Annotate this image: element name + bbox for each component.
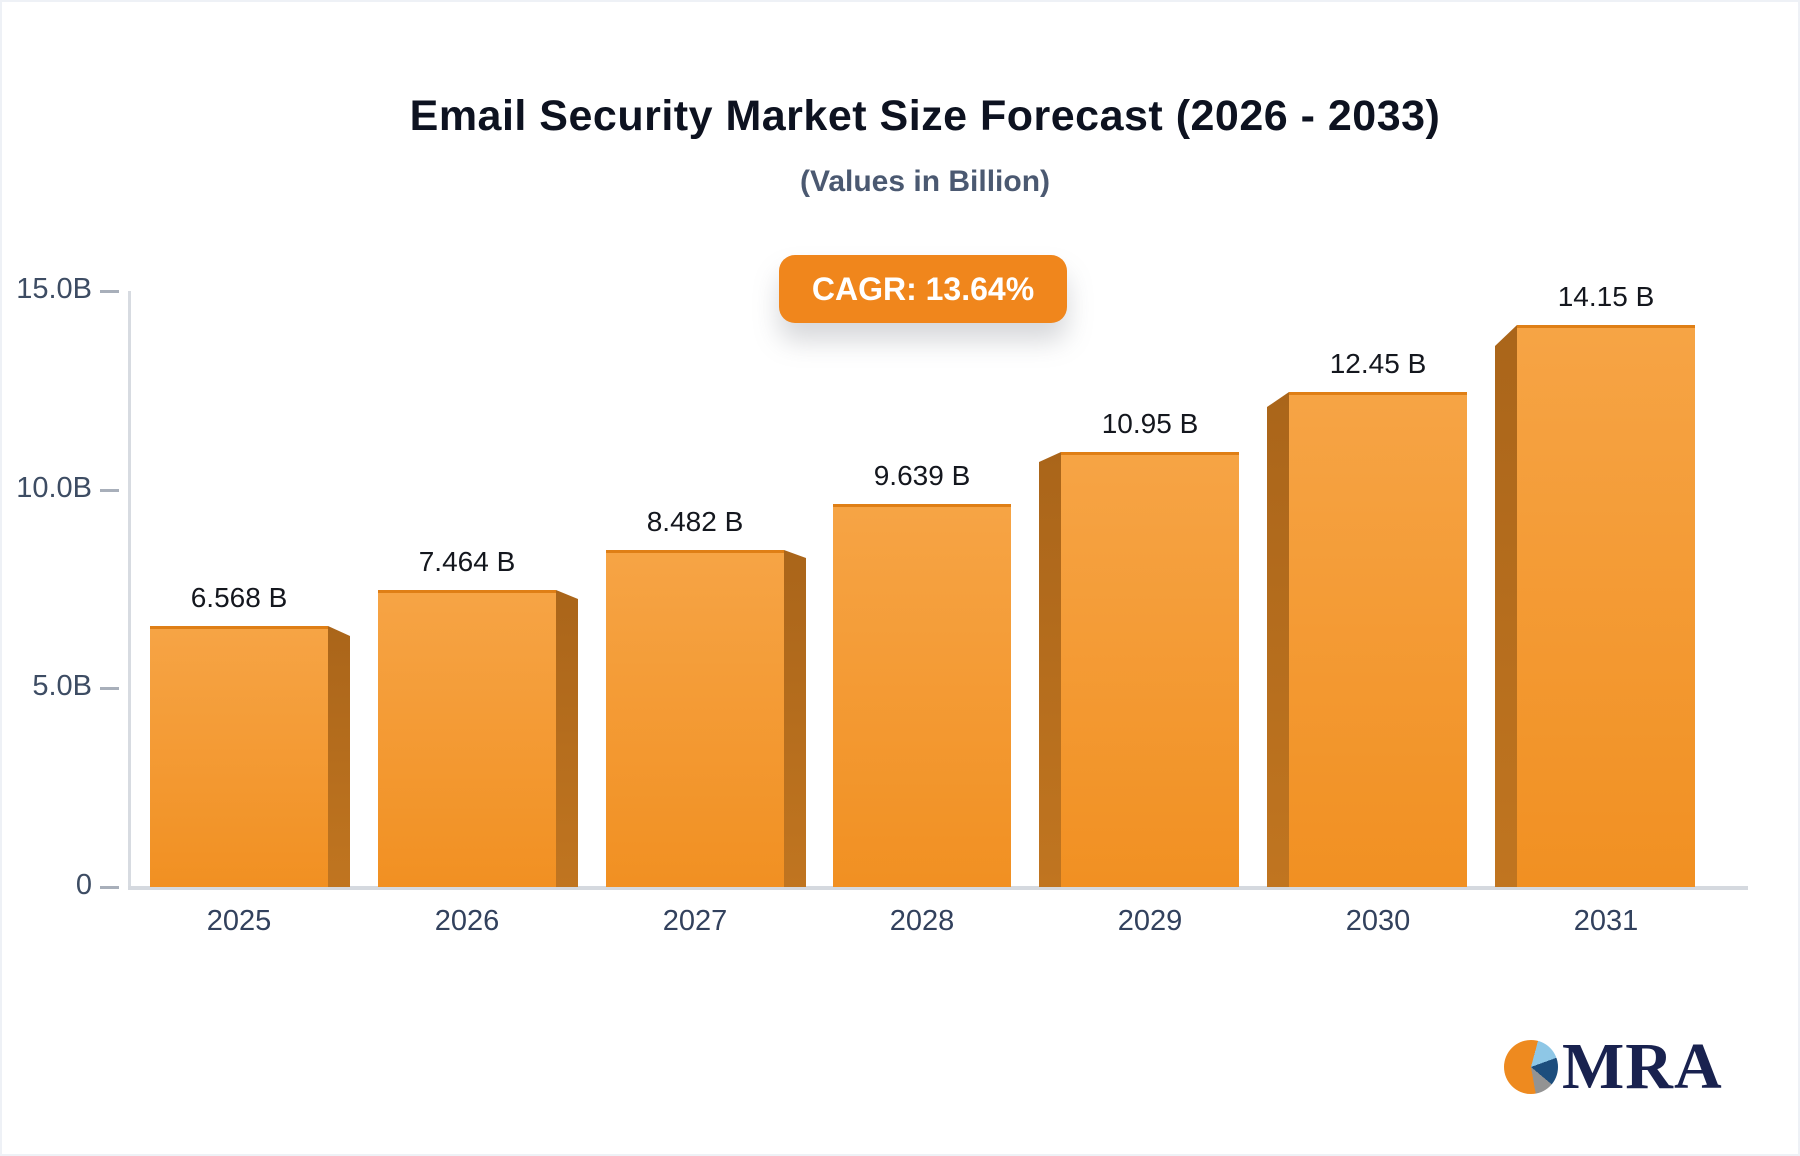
bar-side-2029 [1039, 452, 1061, 887]
brand-logo: MRA [1504, 1030, 1723, 1103]
y-axis-tick-label: 15.0B [16, 273, 92, 305]
bar-face-2030 [1289, 392, 1467, 887]
y-axis-tick-mark [100, 489, 119, 492]
x-axis-line [128, 886, 1748, 890]
x-axis-label-2025: 2025 [206, 905, 272, 937]
bar-face-2027 [606, 550, 784, 887]
pie-chart-icon [1504, 1040, 1558, 1094]
bar-side-2030 [1267, 392, 1289, 887]
bar-value-label-2029: 10.95 B [1101, 408, 1199, 439]
y-axis-tick-label: 10.0B [16, 472, 92, 504]
x-axis-label-2028: 2028 [889, 905, 955, 937]
y-axis-line [128, 291, 131, 889]
bar-value-label-2026: 7.464 B [418, 546, 516, 577]
x-axis-label-2031: 2031 [1573, 905, 1639, 937]
x-axis-label-2026: 2026 [434, 905, 500, 937]
x-axis-label-2030: 2030 [1345, 905, 1411, 937]
bar-face-2025 [150, 626, 328, 887]
bar-value-label-2028: 9.639 B [873, 460, 971, 491]
x-axis-label-2029: 2029 [1117, 905, 1183, 937]
bar-side-2025 [328, 626, 350, 887]
chart-title: Email Security Market Size Forecast (202… [409, 92, 1441, 140]
cagr-badge-label: CAGR: 13.64% [811, 270, 1035, 307]
bar-side-2026 [556, 590, 578, 887]
bar-face-2031 [1517, 325, 1695, 887]
bar-face-2028 [833, 504, 1011, 887]
y-axis-tick-label: 0 [75, 869, 92, 901]
logo-text: MRA [1562, 1030, 1723, 1103]
x-axis-label-2027: 2027 [662, 905, 728, 937]
chart-subtitle: (Values in Billion) [799, 165, 1051, 198]
bar-value-label-2025: 6.568 B [190, 582, 288, 613]
y-axis-tick-mark [100, 886, 119, 889]
y-axis-tick-label: 5.0B [32, 670, 92, 702]
bar-face-2029 [1061, 452, 1239, 887]
bar-side-2031 [1495, 325, 1517, 887]
bar-face-2026 [378, 590, 556, 887]
bar-value-label-2027: 8.482 B [646, 506, 744, 537]
y-axis-tick-mark [100, 290, 119, 293]
bar-value-label-2030: 12.45 B [1329, 348, 1427, 379]
y-axis-tick-mark [100, 687, 119, 690]
bar-side-2027 [784, 550, 806, 887]
bar-value-label-2031: 14.15 B [1557, 281, 1655, 312]
cagr-badge: CAGR: 13.64% [779, 255, 1067, 323]
